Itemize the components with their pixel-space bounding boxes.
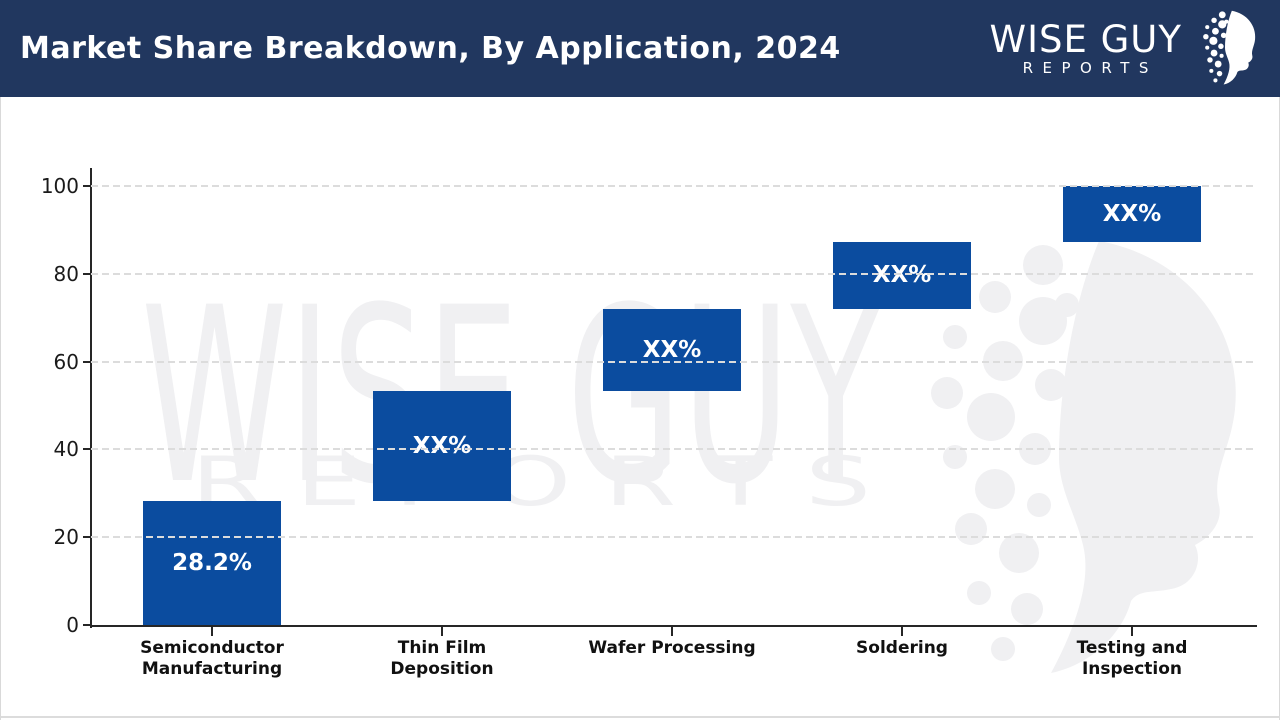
y-tick-label: 0 — [66, 613, 79, 637]
logo-wordmark: WISE GUY — [989, 18, 1182, 61]
y-tick-label: 80 — [53, 261, 79, 286]
bar-value-label: XX% — [872, 262, 932, 289]
x-tick-mark — [671, 627, 673, 636]
bar-value-label: 28.2% — [172, 550, 252, 577]
header-bar: Market Share Breakdown, By Application, … — [0, 0, 1280, 97]
y-tick-label: 100 — [40, 174, 79, 198]
y-tick-label: 20 — [53, 525, 79, 550]
x-axis-line — [90, 625, 1257, 627]
y-tick-mark — [83, 272, 91, 275]
gridline-100 — [91, 185, 1256, 187]
x-category-label: Semiconductor Manufacturing — [140, 638, 284, 679]
waterfall-bar: XX% — [603, 308, 741, 391]
chart-title: Market Share Breakdown, By Application, … — [20, 31, 841, 66]
bar-value-label: XX% — [1102, 200, 1162, 227]
y-tick-mark — [83, 536, 91, 539]
x-tick-mark — [211, 627, 213, 636]
logo-face-icon — [1203, 10, 1256, 85]
wise-guy-logo: WISE GUY REPORTS — [990, 8, 1266, 90]
bottom-border — [1, 716, 1280, 718]
x-tick-mark — [901, 627, 903, 636]
x-tick-mark — [1131, 627, 1133, 636]
bar-value-label: XX% — [412, 432, 472, 459]
x-category-label: Soldering — [856, 638, 948, 658]
waterfall-bar: XX% — [1063, 186, 1201, 242]
y-tick-mark — [83, 448, 91, 451]
waterfall-bar: XX% — [833, 241, 971, 309]
plot-area: 0 20 40 60 80 100 28.2% Semiconductor Manufactu… — [1, 97, 1280, 720]
y-tick-mark — [83, 624, 91, 626]
x-category-label: Thin Film Deposition — [390, 638, 494, 679]
x-tick-mark — [441, 627, 443, 636]
waterfall-bar: XX% — [373, 390, 511, 502]
waterfall-bar: 28.2% — [143, 501, 281, 625]
gridline-40 — [91, 448, 1256, 451]
y-axis-line — [90, 168, 92, 628]
y-tick-label: 60 — [53, 349, 79, 374]
gridline-60 — [91, 360, 1256, 363]
gridline-20 — [91, 536, 1256, 539]
y-tick-mark — [83, 185, 91, 187]
x-category-label: Wafer Processing — [588, 638, 756, 658]
y-tick-mark — [83, 360, 91, 363]
gridline-80 — [91, 272, 1256, 275]
y-tick-label: 40 — [53, 437, 79, 462]
logo-subtitle: REPORTS — [1022, 59, 1158, 77]
x-category-label: Testing and Inspection — [1076, 638, 1188, 679]
bar-value-label: XX% — [642, 336, 702, 363]
chart-area: WISE GUY R E P O R T S 0 20 40 60 80 100 28.2%… — [0, 97, 1280, 720]
